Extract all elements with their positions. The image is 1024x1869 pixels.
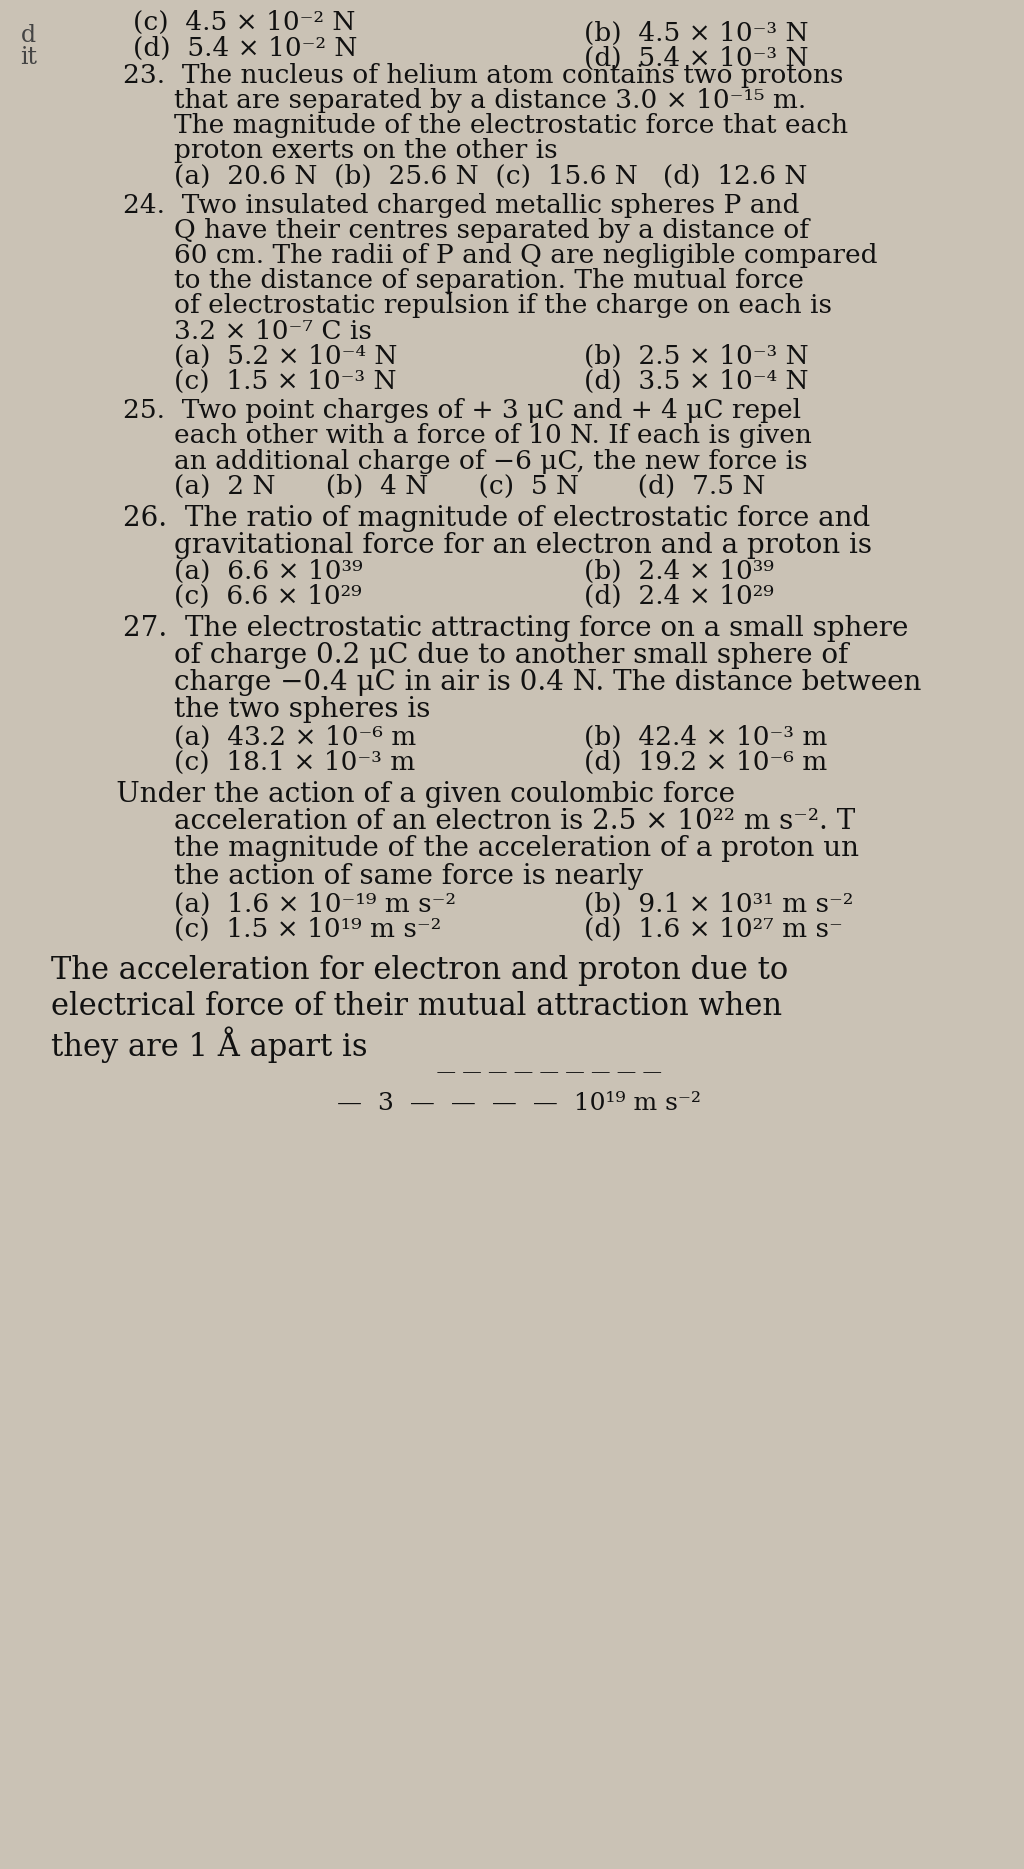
Text: (c)  6.6 × 10²⁹: (c) 6.6 × 10²⁹	[174, 583, 361, 609]
Text: —  3  —  —  —  —  10¹⁹ m s⁻²: — 3 — — — — 10¹⁹ m s⁻²	[225, 1091, 701, 1116]
Text: (b)  4.5 × 10⁻³ N: (b) 4.5 × 10⁻³ N	[584, 21, 808, 45]
Text: (b)  42.4 × 10⁻³ m: (b) 42.4 × 10⁻³ m	[584, 725, 827, 749]
Text: electrical force of their mutual attraction when: electrical force of their mutual attract…	[51, 991, 782, 1022]
Text: Under the action of a given coulombic force: Under the action of a given coulombic fo…	[72, 781, 734, 807]
Text: the action of same force is nearly: the action of same force is nearly	[174, 863, 643, 890]
Text: (c)  18.1 × 10⁻³ m: (c) 18.1 × 10⁻³ m	[174, 749, 416, 776]
Text: 26.  The ratio of magnitude of electrostatic force and: 26. The ratio of magnitude of electrosta…	[123, 505, 870, 531]
Text: (b)  9.1 × 10³¹ m s⁻²: (b) 9.1 × 10³¹ m s⁻²	[584, 892, 853, 916]
Text: (d)  1.6 × 10²⁷ m s⁻: (d) 1.6 × 10²⁷ m s⁻	[584, 918, 843, 942]
Text: 23.  The nucleus of helium atom contains two protons: 23. The nucleus of helium atom contains …	[123, 62, 843, 88]
Text: 24.  Two insulated charged metallic spheres P and: 24. Two insulated charged metallic spher…	[123, 193, 800, 217]
Text: The acceleration for electron and proton due to: The acceleration for electron and proton…	[51, 955, 788, 987]
Text: (a)  20.6 N  (b)  25.6 N  (c)  15.6 N   (d)  12.6 N: (a) 20.6 N (b) 25.6 N (c) 15.6 N (d) 12.…	[174, 164, 808, 189]
Text: it: it	[20, 45, 38, 69]
Text: — — — — — — — — —: — — — — — — — — —	[174, 1063, 663, 1082]
Text: (b)  2.4 × 10³⁹: (b) 2.4 × 10³⁹	[584, 559, 773, 583]
Text: the two spheres is: the two spheres is	[174, 695, 430, 723]
Text: 25.  Two point charges of + 3 μC and + 4 μC repel: 25. Two point charges of + 3 μC and + 4 …	[123, 398, 801, 422]
Text: (c)  1.5 × 10⁻³ N: (c) 1.5 × 10⁻³ N	[174, 370, 396, 394]
Text: charge −0.4 μC in air is 0.4 N. The distance between: charge −0.4 μC in air is 0.4 N. The dist…	[174, 669, 922, 695]
Text: (a)  1.6 × 10⁻¹⁹ m s⁻²: (a) 1.6 × 10⁻¹⁹ m s⁻²	[174, 892, 456, 916]
Text: that are separated by a distance 3.0 × 10⁻¹⁵ m.: that are separated by a distance 3.0 × 1…	[174, 88, 806, 112]
Text: (b)  2.5 × 10⁻³ N: (b) 2.5 × 10⁻³ N	[584, 344, 808, 368]
Text: of electrostatic repulsion if the charge on each is: of electrostatic repulsion if the charge…	[174, 293, 833, 318]
Text: (c)  1.5 × 10¹⁹ m s⁻²: (c) 1.5 × 10¹⁹ m s⁻²	[174, 918, 441, 942]
Text: Q have their centres separated by a distance of: Q have their centres separated by a dist…	[174, 219, 809, 243]
Text: d: d	[20, 24, 36, 47]
Text: each other with a force of 10 N. If each is given: each other with a force of 10 N. If each…	[174, 422, 812, 449]
Text: (a)  43.2 × 10⁻⁶ m: (a) 43.2 × 10⁻⁶ m	[174, 725, 417, 749]
Text: (d)  5.4 × 10⁻² N: (d) 5.4 × 10⁻² N	[133, 36, 357, 60]
Text: to the distance of separation. The mutual force: to the distance of separation. The mutua…	[174, 267, 804, 293]
Text: proton exerts on the other is: proton exerts on the other is	[174, 138, 558, 163]
Text: (d)  3.5 × 10⁻⁴ N: (d) 3.5 × 10⁻⁴ N	[584, 370, 808, 394]
Text: (c)  4.5 × 10⁻² N: (c) 4.5 × 10⁻² N	[133, 9, 355, 36]
Text: The magnitude of the electrostatic force that each: The magnitude of the electrostatic force…	[174, 112, 848, 138]
Text: (a)  6.6 × 10³⁹: (a) 6.6 × 10³⁹	[174, 559, 362, 583]
Text: (d)  2.4 × 10²⁹: (d) 2.4 × 10²⁹	[584, 583, 773, 609]
Text: 27.  The electrostatic attracting force on a small sphere: 27. The electrostatic attracting force o…	[123, 615, 908, 641]
Text: (a)  5.2 × 10⁻⁴ N: (a) 5.2 × 10⁻⁴ N	[174, 344, 397, 368]
Text: an additional charge of −6 μC, the new force is: an additional charge of −6 μC, the new f…	[174, 449, 808, 473]
Text: (d)  5.4 × 10⁻³ N: (d) 5.4 × 10⁻³ N	[584, 45, 808, 71]
Text: gravitational force for an electron and a proton is: gravitational force for an electron and …	[174, 531, 872, 559]
Text: (d)  19.2 × 10⁻⁶ m: (d) 19.2 × 10⁻⁶ m	[584, 749, 827, 776]
Text: 3.2 × 10⁻⁷ C is: 3.2 × 10⁻⁷ C is	[174, 318, 372, 344]
Text: acceleration of an electron is 2.5 × 10²² m s⁻². T: acceleration of an electron is 2.5 × 10²…	[174, 807, 855, 835]
Text: of charge 0.2 μC due to another small sphere of: of charge 0.2 μC due to another small sp…	[174, 641, 849, 669]
Text: 60 cm. The radii of P and Q are negligible compared: 60 cm. The radii of P and Q are negligib…	[174, 243, 878, 267]
Text: the magnitude of the acceleration of a proton un: the magnitude of the acceleration of a p…	[174, 835, 859, 862]
Text: (a)  2 N      (b)  4 N      (c)  5 N       (d)  7.5 N: (a) 2 N (b) 4 N (c) 5 N (d) 7.5 N	[174, 473, 766, 499]
Text: they are 1 Å apart is: they are 1 Å apart is	[51, 1026, 368, 1063]
